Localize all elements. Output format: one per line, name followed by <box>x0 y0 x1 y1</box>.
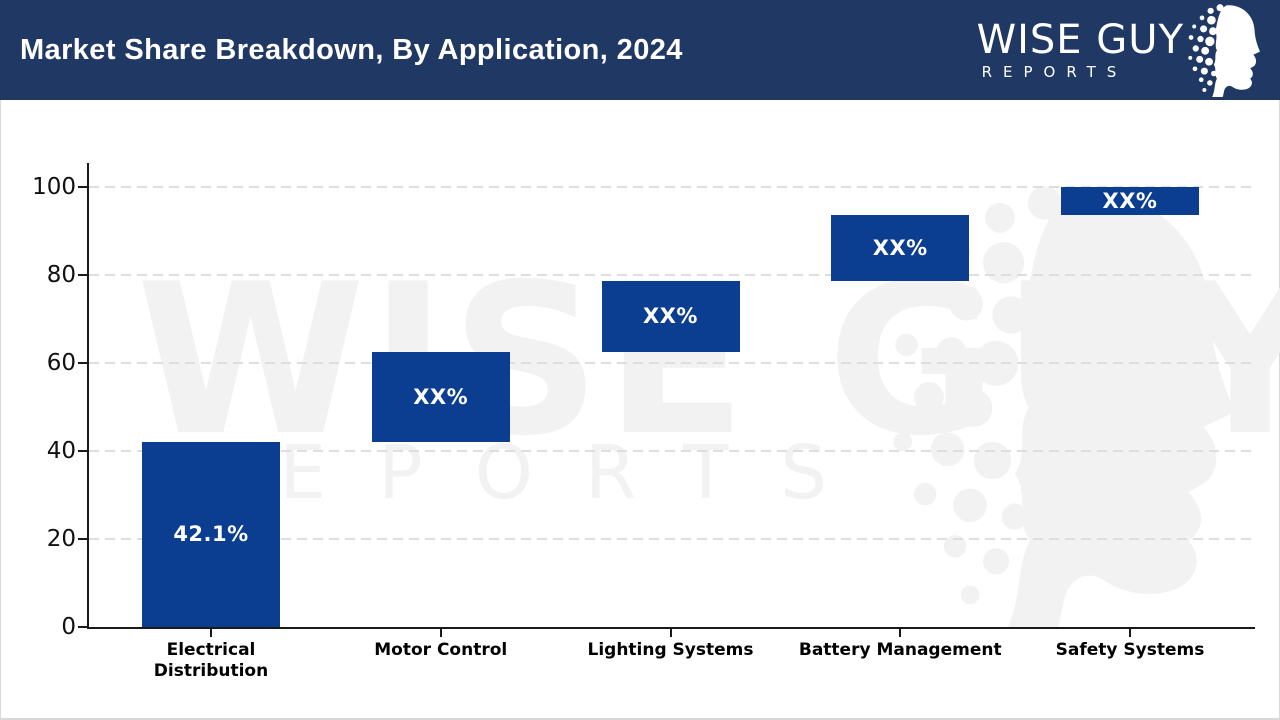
y-tick-label-20: 20 <box>46 526 76 552</box>
y-tick-0 <box>78 626 87 628</box>
x-axis-label-motor-control: Motor Control <box>374 640 508 660</box>
logo-text: WISE GUY REPORTS <box>977 19 1184 81</box>
y-tick-label-80: 80 <box>46 262 76 288</box>
bar-electrical-distribution: 42.1% <box>142 441 280 627</box>
wiseguy-logo: WISE GUY REPORTS <box>977 4 1266 96</box>
bar-value-label: XX% <box>872 235 928 260</box>
bar-motor-control: XX% <box>371 352 510 442</box>
bar-battery-management: XX% <box>831 214 970 281</box>
logo-subtitle: REPORTS <box>981 63 1128 81</box>
bar-value-label: XX% <box>1102 188 1158 213</box>
bar-value-label: 42.1% <box>173 522 249 547</box>
header: Market Share Breakdown, By Application, … <box>0 0 1280 100</box>
bar-lighting-systems: XX% <box>601 280 740 352</box>
y-tick-60 <box>78 362 87 364</box>
gridline-60 <box>89 362 1255 364</box>
x-tick-electrical-distribution <box>210 629 212 637</box>
x-tick-battery-management <box>899 629 902 637</box>
y-tick-label-60: 60 <box>46 350 76 376</box>
y-tick-20 <box>78 538 87 540</box>
bar-value-label: XX% <box>643 304 698 329</box>
gridline-20 <box>89 538 1255 540</box>
y-tick-label-100: 100 <box>32 174 76 200</box>
bar-value-label: XX% <box>413 384 469 409</box>
y-tick-100 <box>78 186 87 188</box>
x-axis-label-electrical-distribution: Electrical Distribution <box>153 640 269 681</box>
y-tick-40 <box>78 450 87 452</box>
y-axis-line <box>87 163 89 629</box>
gridline-100 <box>89 186 1255 188</box>
x-tick-motor-control <box>439 629 442 637</box>
wiseguy-head-icon <box>1178 3 1266 97</box>
gridline-40 <box>89 450 1255 452</box>
x-axis-label-battery-management: Battery Management <box>798 640 1002 660</box>
logo-wordmark: WISE GUY <box>976 17 1184 63</box>
x-tick-lighting-systems <box>669 629 672 637</box>
y-tick-label-0: 0 <box>61 614 76 640</box>
x-axis-label-safety-systems: Safety Systems <box>1055 640 1205 660</box>
x-tick-safety-systems <box>1129 629 1131 637</box>
x-axis-line <box>87 627 1255 629</box>
watermark-subtitle: REPORTS <box>176 430 880 516</box>
bar-safety-systems: XX% <box>1061 187 1199 215</box>
watermark: WISE GUY REPORTS <box>0 100 1280 720</box>
gridline-80 <box>89 274 1255 276</box>
page-title: Market Share Breakdown, By Application, … <box>20 33 683 66</box>
x-axis-label-lighting-systems: Lighting Systems <box>587 640 754 660</box>
y-tick-80 <box>78 274 87 276</box>
y-tick-label-40: 40 <box>46 438 76 464</box>
